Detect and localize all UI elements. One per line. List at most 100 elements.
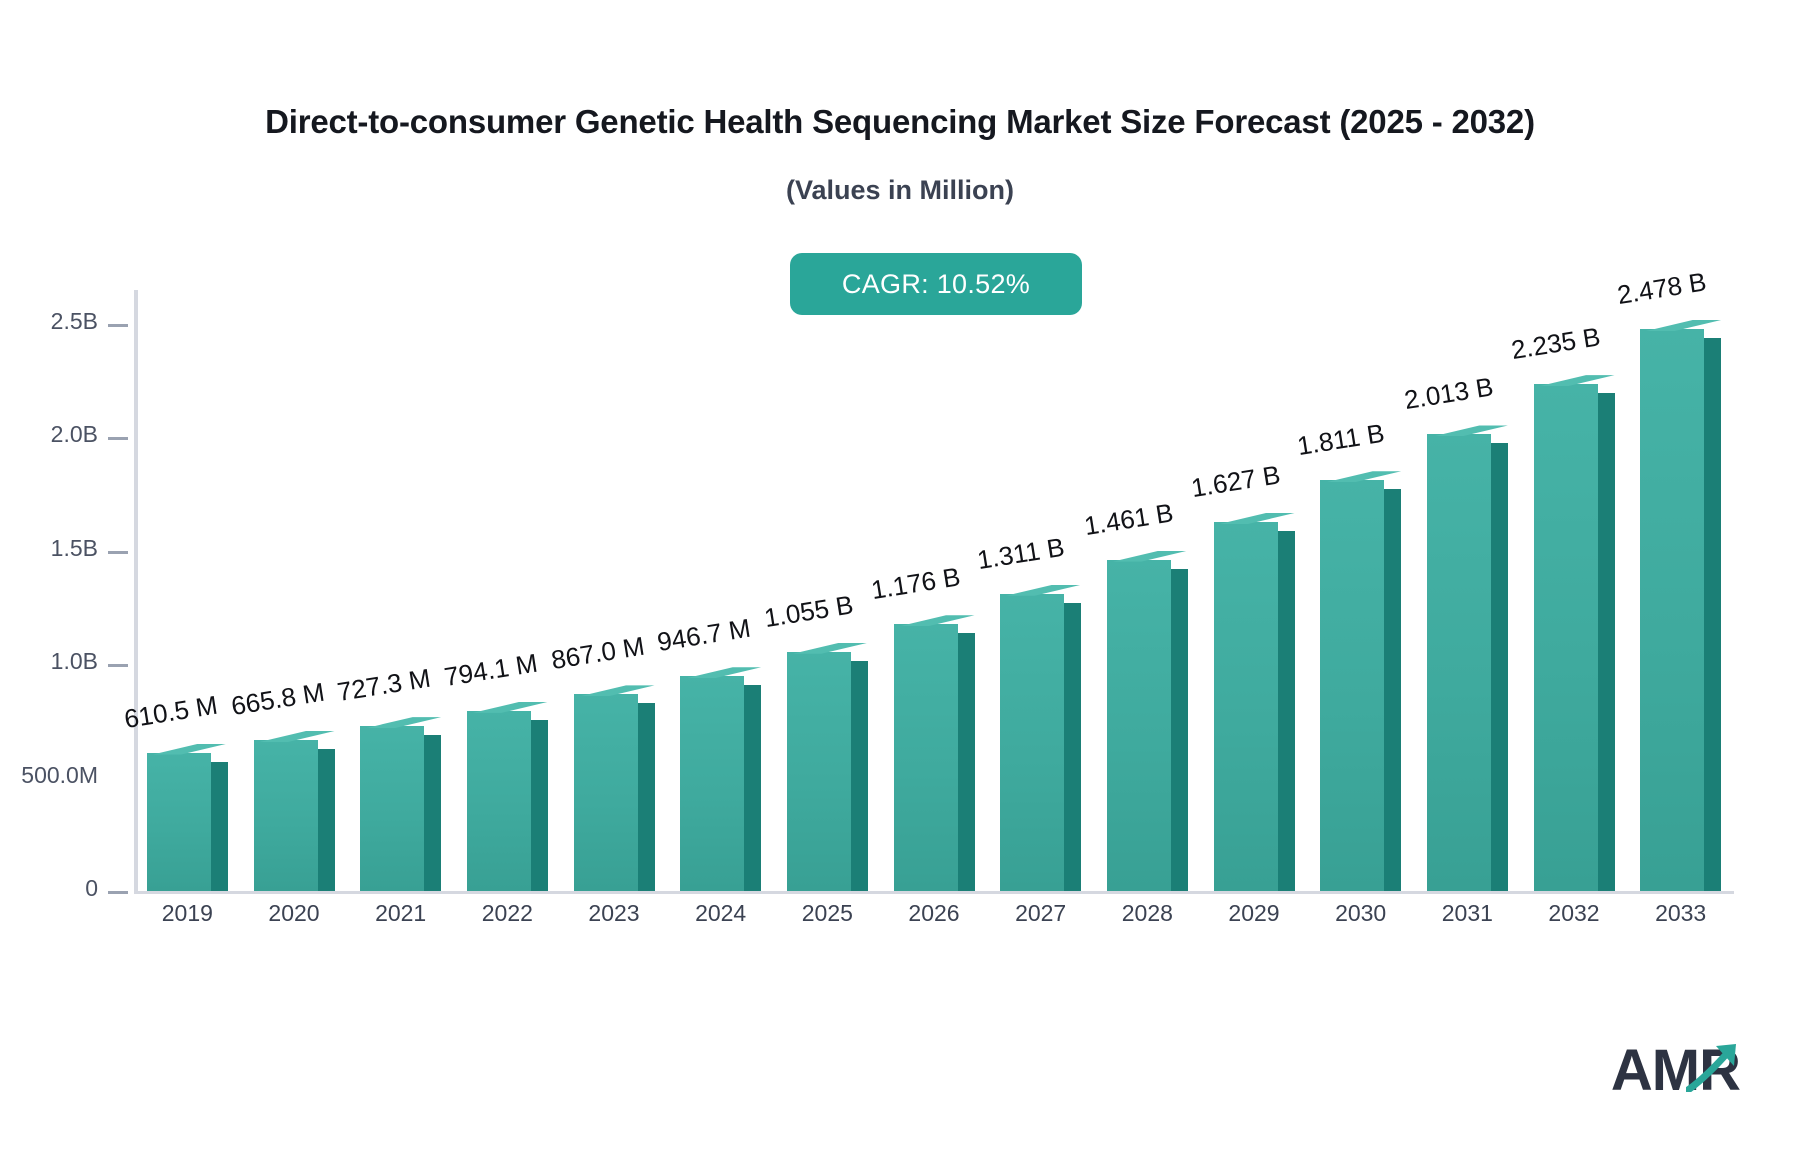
bar-value-label: 2.235 B — [1508, 321, 1602, 366]
bar-series: 610.5 M 665.8 M 727.3 M 794.1 M 867.0 M 946.7… — [122, 266, 1734, 894]
bar: 665.8 M — [229, 677, 335, 891]
bar-front-face — [1640, 329, 1705, 891]
bar-front-face — [573, 694, 638, 891]
bar-side-face — [1384, 489, 1402, 891]
x-axis-baseline — [134, 891, 1734, 894]
x-axis-label: 2032 — [1548, 900, 1600, 926]
bar-top-face — [366, 717, 442, 729]
bar-side-face — [744, 685, 762, 891]
bar-side-face — [1170, 568, 1188, 891]
y-axis-tick-label: 1.0B — [50, 648, 98, 675]
bar-top-face — [1006, 584, 1082, 596]
bar-side-face — [850, 660, 868, 891]
bar-side-face — [424, 735, 442, 891]
x-axis-label: 2030 — [1335, 900, 1387, 926]
bar-value-label: 1.176 B — [868, 561, 962, 606]
x-axis-label: 2021 — [375, 900, 427, 926]
bar-side-face — [957, 633, 975, 891]
arrow-up-right-icon — [1686, 1044, 1736, 1092]
bar: 1.461 B — [1082, 497, 1188, 891]
y-axis-tick: 1.5B — [0, 535, 134, 561]
bar: 2.478 B — [1615, 266, 1722, 891]
x-axis-label: 2031 — [1441, 900, 1493, 926]
x-axis-label: 2026 — [908, 900, 960, 926]
bar-front-face — [466, 710, 531, 891]
bar: 727.3 M — [335, 663, 442, 891]
bar: 1.627 B — [1189, 459, 1295, 891]
bar-front-face — [1426, 434, 1491, 891]
x-axis-labels: 2019 2020 2021 2022 2023 2024 2025 2026 2027 2028… — [134, 900, 1734, 940]
bar-top-face — [1219, 513, 1295, 525]
bar-side-face — [317, 749, 335, 891]
y-axis-tick-label: 0 — [85, 875, 98, 901]
y-axis-tick-mark — [108, 664, 128, 668]
bar-top-face — [1112, 550, 1188, 562]
y-axis-tick: 500.0M — [0, 762, 134, 788]
bar-side-face — [1277, 531, 1295, 891]
bar-top-face — [152, 743, 228, 755]
x-axis-label: 2029 — [1228, 900, 1280, 926]
bar-top-face — [792, 642, 868, 654]
amr-logo-text: AMR — [1610, 1038, 1741, 1103]
y-axis-tick-mark — [108, 891, 128, 894]
bar-value-label: 1.055 B — [761, 589, 856, 633]
bar-top-face — [259, 731, 335, 743]
bar-front-face — [893, 624, 958, 891]
bar-side-face — [530, 719, 548, 891]
chart-title: Direct-to-consumer Genetic Health Sequen… — [265, 103, 1535, 140]
bar-top-face — [899, 615, 975, 627]
bar-value-label: 610.5 M — [121, 689, 220, 734]
x-axis-label: 2027 — [1015, 900, 1067, 926]
bar-side-face — [1597, 393, 1615, 891]
y-axis-tick: 1.0B — [0, 648, 134, 674]
chart-subtitle: (Values in Million) — [785, 175, 1015, 205]
bar: 2.013 B — [1402, 372, 1508, 891]
bar-value-label: 1.311 B — [975, 531, 1067, 575]
y-axis-tick-mark — [108, 550, 128, 554]
bar-value-label: 2.013 B — [1401, 371, 1496, 416]
x-axis-label: 2033 — [1655, 900, 1707, 926]
bar: 1.811 B — [1295, 418, 1402, 891]
bar-front-face — [1533, 384, 1598, 891]
bar-front-face — [1106, 559, 1171, 891]
plot-area: 0 500.0M 1.0B 1.5B 2.0B 2.5B 610.5 M 665.8 M 72… — [21, 266, 1734, 901]
bar-top-face — [686, 667, 762, 679]
bar-value-label: 1.811 B — [1295, 417, 1387, 462]
bar: 1.311 B — [975, 531, 1082, 891]
y-axis-tick-mark — [108, 437, 128, 441]
bar-top-face — [1432, 425, 1508, 437]
x-axis-label: 2025 — [801, 900, 853, 926]
bar-value-label: 794.1 M — [441, 647, 540, 692]
bar-value-label: 665.8 M — [228, 676, 327, 722]
bar-front-face — [146, 752, 211, 891]
y-axis-tick-mark — [108, 324, 128, 328]
y-axis-tick-label: 2.5B — [50, 308, 98, 335]
cagr-badge: CAGR: 10.52% — [790, 253, 1082, 315]
x-axis-label: 2028 — [1121, 900, 1173, 926]
bar-top-face — [472, 701, 548, 713]
bar-top-face — [1326, 471, 1402, 483]
bar-value-label: 1.627 B — [1188, 459, 1282, 504]
y-axis-tick-label: 500.0M — [21, 761, 98, 788]
bar-front-face — [1213, 522, 1278, 891]
bar-front-face — [360, 726, 425, 891]
amr-logo: AMR — [1610, 1038, 1741, 1103]
bar-side-face — [637, 703, 655, 891]
x-axis-label: 2019 — [161, 900, 213, 926]
bar: 794.1 M — [442, 648, 548, 891]
x-axis-label: 2024 — [695, 900, 747, 926]
bar-side-face — [210, 761, 228, 891]
x-axis-label: 2022 — [481, 900, 533, 926]
y-axis-tick-label: 2.0B — [50, 421, 98, 448]
bar-value-label: 2.478 B — [1615, 266, 1709, 311]
y-axis-tick: 0 — [0, 875, 134, 901]
bar-front-face — [786, 651, 851, 891]
x-axis-label: 2020 — [268, 900, 320, 926]
y-axis-tick-label: 1.5B — [50, 534, 98, 561]
y-axis-tick: 2.0B — [0, 421, 134, 447]
bar-value-label: 946.7 M — [655, 612, 753, 658]
bar-value-label: 867.0 M — [548, 631, 647, 676]
bar: 867.0 M — [549, 631, 655, 891]
y-axis-spine — [134, 290, 138, 893]
